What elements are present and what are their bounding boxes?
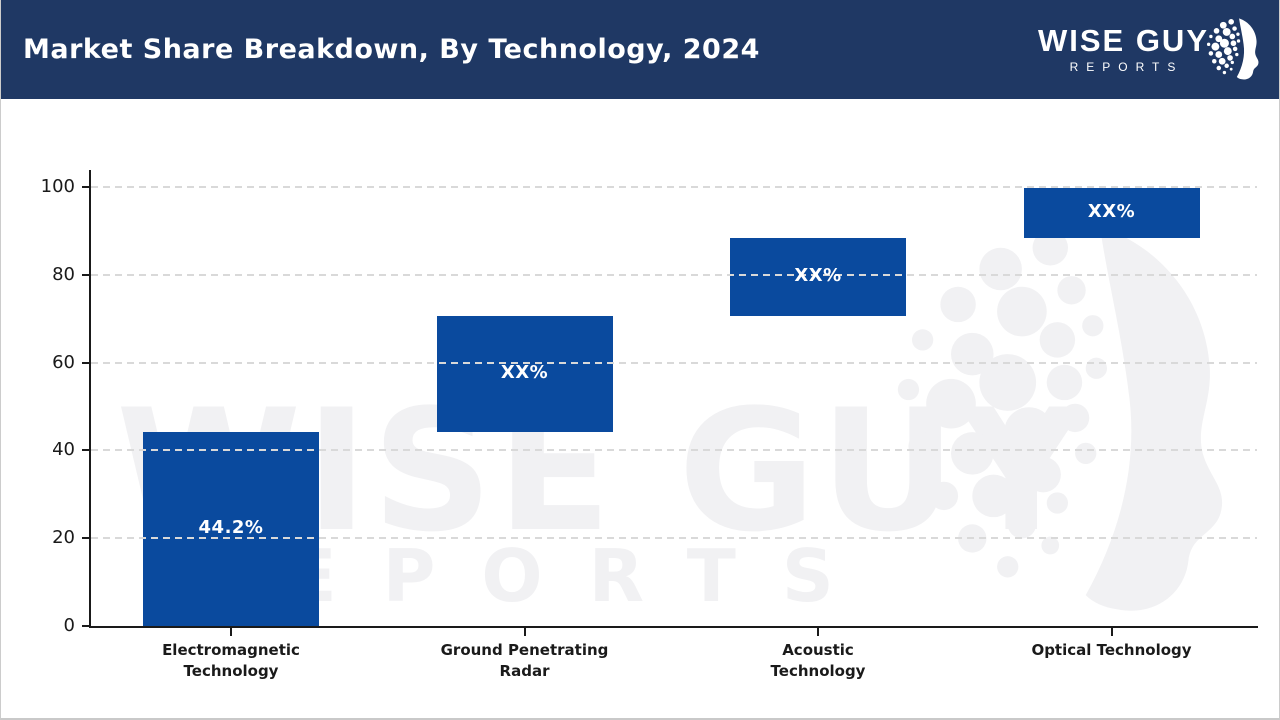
gridline-100 (91, 186, 1257, 188)
brand-name: WISE GUY (1037, 23, 1209, 58)
x-tick (230, 628, 232, 636)
y-tick-20 (82, 537, 90, 540)
y-tick-label-60: 60 (52, 351, 75, 373)
y-tick-40 (82, 449, 90, 452)
y-tick-label-80: 80 (52, 263, 75, 285)
y-tick-60 (82, 361, 90, 364)
plot-area: WISE GUY REPORTS 0 20 40 60 80 100 44.2% Electr… (1, 100, 1279, 718)
y-tick-100 (82, 186, 90, 188)
bar-segment (1023, 187, 1200, 238)
category-label: Electromagnetic Technology (162, 641, 300, 680)
gridline-40 (91, 449, 1257, 452)
brand-logo-text: WISE GUY REPORTS (1037, 23, 1209, 75)
gridline-60 (91, 361, 1257, 364)
gridline-20 (91, 537, 1257, 540)
category-label: Optical Technology (1031, 641, 1192, 659)
bar-value-label: XX% (500, 362, 549, 383)
header-bar: Market Share Breakdown, By Technology, 2… (1, 0, 1279, 99)
watermark-face-icon (897, 226, 1223, 611)
y-tick-label-0: 0 (63, 615, 75, 636)
y-tick-label-100: 100 (40, 176, 75, 197)
y-tick-80 (82, 273, 90, 276)
x-tick (817, 628, 819, 636)
gridline-80 (91, 273, 1257, 276)
bar-value-label: XX% (794, 264, 842, 286)
brand-subname: REPORTS (1069, 60, 1184, 74)
x-tick (1110, 628, 1113, 636)
bar-value-label: 44.2% (198, 516, 264, 538)
page-title: Market Share Breakdown, By Technology, 2… (23, 34, 760, 65)
bar-segment (436, 316, 613, 432)
bar-value-label: XX% (1087, 200, 1136, 222)
y-tick-label-40: 40 (52, 439, 75, 461)
category-label: Ground Penetrating Radar (440, 641, 609, 680)
y-tick-0 (82, 625, 90, 627)
brand-logo: WISE GUY REPORTS (1038, 15, 1265, 85)
x-tick (523, 628, 526, 636)
x-axis-line (89, 626, 1258, 628)
category-label: Acoustic Technology (770, 641, 866, 680)
wise-guy-face-icon (1206, 17, 1259, 80)
bar-segment (730, 237, 906, 317)
y-tick-label-20: 20 (52, 527, 75, 549)
bar-segment (143, 431, 319, 626)
y-axis-line (89, 170, 91, 628)
